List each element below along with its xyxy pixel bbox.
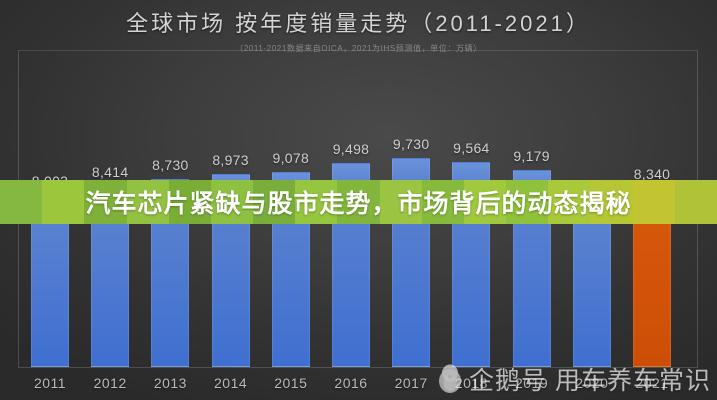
bar-2020 (572, 200, 611, 367)
headline-banner: 汽车芯片紧缺与股市走势，市场背后的动态揭秘 (0, 180, 717, 224)
banner-stripe-0 (0, 180, 43, 224)
banner-stripe-2 (84, 180, 127, 224)
bar-value-2017: 9,730 (392, 136, 430, 152)
headline-text: 汽车芯片紧缺与股市走势，市场背后的动态揭秘 (85, 190, 632, 218)
x-label-2014: 2014 (214, 375, 248, 391)
x-label-2012: 2012 (93, 375, 127, 391)
x-label-2015: 2015 (274, 375, 308, 391)
x-label-2020: 2020 (575, 375, 609, 391)
banner-stripe-7 (295, 180, 338, 224)
bar-value-2015: 9,078 (272, 150, 310, 166)
bar-value-2016: 9,498 (332, 141, 370, 157)
banner-stripe-13 (548, 180, 591, 224)
banner-stripe-1 (42, 180, 85, 224)
bar-value-2018: 9,564 (453, 140, 490, 156)
x-label-2016: 2016 (334, 375, 368, 391)
banner-stripe-15 (632, 180, 675, 224)
banner-stripe-14 (590, 180, 633, 224)
x-label-2018: 2018 (454, 375, 488, 391)
bar-value-2014: 8,973 (212, 152, 249, 168)
banner-stripe-6 (253, 180, 296, 224)
banner-stripe-5 (210, 180, 254, 224)
bar-value-2019: 9,179 (513, 148, 550, 164)
banner-stripe-12 (506, 180, 549, 224)
x-label-2017: 2017 (394, 375, 428, 391)
x-label-2021: 2021 (635, 375, 669, 391)
chart-subtitle: （2011-2021数据来自OICA，2021为IHS预测值，单位：万辆） (235, 44, 482, 53)
x-label-2011: 2011 (33, 375, 67, 391)
banner-stripe-8 (337, 180, 380, 224)
banner-stripe-3 (126, 180, 169, 224)
bar-value-2013: 8,730 (152, 157, 189, 173)
banner-stripe-4 (168, 180, 211, 224)
banner-stripe-11 (463, 180, 507, 224)
bar-value-2012: 8,414 (91, 164, 129, 180)
banner-stripe-background (0, 180, 717, 224)
bar-value-2021: 8,340 (633, 166, 671, 182)
banner-stripe-9 (379, 180, 422, 224)
chart-title: 全球市场 按年度销量走势（2011-2021） (126, 11, 591, 36)
banner-stripe-10 (421, 180, 464, 224)
x-label-2019: 2019 (515, 375, 549, 391)
banner-stripe-16 (674, 180, 717, 224)
x-label-2013: 2013 (153, 375, 187, 391)
